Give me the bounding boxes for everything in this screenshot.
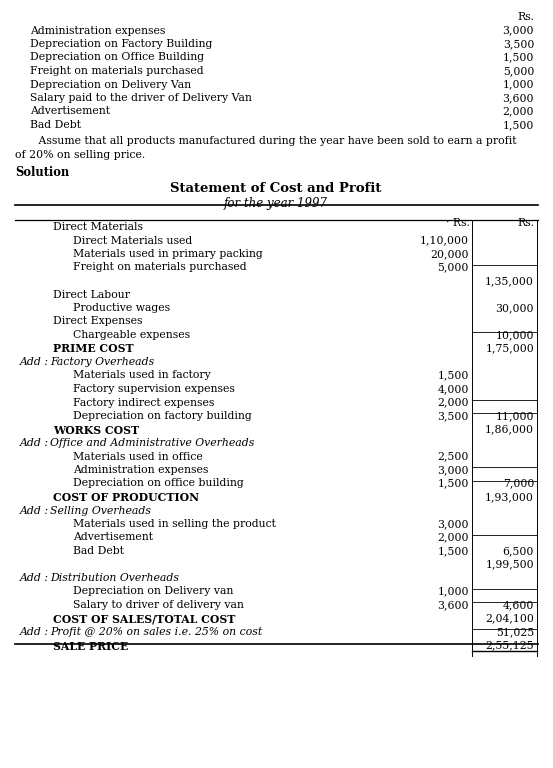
Text: 6,500: 6,500 (503, 546, 534, 556)
Text: 30,000: 30,000 (495, 303, 534, 313)
Text: Depreciation on Delivery van: Depreciation on Delivery van (73, 587, 233, 597)
Text: 1,000: 1,000 (503, 80, 534, 90)
Text: 5,000: 5,000 (437, 263, 469, 273)
Text: 4,600: 4,600 (503, 600, 534, 610)
Text: Depreciation on Office Building: Depreciation on Office Building (30, 52, 204, 62)
Text: Depreciation on factory building: Depreciation on factory building (73, 411, 252, 421)
Text: 51,025: 51,025 (495, 627, 534, 637)
Text: Depreciation on office building: Depreciation on office building (73, 478, 244, 488)
Text: Materials used in office: Materials used in office (73, 452, 203, 462)
Text: Materials used in selling the product: Materials used in selling the product (73, 519, 276, 529)
Text: Rs.: Rs. (517, 218, 534, 228)
Text: Assume that all products manufactured during the year have been sold to earn a p: Assume that all products manufactured du… (28, 137, 517, 147)
Text: 3,500: 3,500 (437, 411, 469, 421)
Text: 2,000: 2,000 (503, 107, 534, 117)
Text: Statement of Cost and Profit: Statement of Cost and Profit (170, 182, 382, 195)
Text: 1,500: 1,500 (437, 546, 469, 556)
Text: Selling Overheads: Selling Overheads (50, 505, 151, 515)
Text: Productive wages: Productive wages (73, 303, 170, 313)
Text: 1,99,500: 1,99,500 (486, 560, 534, 570)
Text: Freight on materials purchased: Freight on materials purchased (30, 66, 204, 76)
Text: 3,600: 3,600 (503, 93, 534, 103)
Text: Freight on materials purchased: Freight on materials purchased (73, 263, 247, 273)
Text: Materials used in primary packing: Materials used in primary packing (73, 249, 263, 259)
Text: 1,35,000: 1,35,000 (485, 276, 534, 286)
Text: 2,000: 2,000 (437, 532, 469, 542)
Text: Rs.: Rs. (517, 12, 534, 22)
Text: 3,600: 3,600 (437, 600, 469, 610)
Text: 3,500: 3,500 (503, 39, 534, 49)
Text: Direct Materials: Direct Materials (53, 222, 143, 232)
Text: for the year 1997: for the year 1997 (224, 197, 328, 210)
Text: 1,75,000: 1,75,000 (485, 343, 534, 353)
Text: 1,86,000: 1,86,000 (485, 425, 534, 435)
Text: Administration expenses: Administration expenses (73, 465, 208, 475)
Text: Bad Debt: Bad Debt (73, 546, 124, 556)
Text: 1,500: 1,500 (437, 370, 469, 380)
Text: 5,000: 5,000 (503, 66, 534, 76)
Text: Chargeable expenses: Chargeable expenses (73, 330, 190, 340)
Text: 1,93,000: 1,93,000 (485, 492, 534, 502)
Text: Administration expenses: Administration expenses (30, 25, 165, 35)
Text: Add :: Add : (20, 505, 49, 515)
Text: 1,500: 1,500 (503, 120, 534, 130)
Text: PRIME COST: PRIME COST (53, 343, 134, 355)
Text: 2,000: 2,000 (437, 398, 469, 408)
Text: of 20% on selling price.: of 20% on selling price. (15, 150, 145, 160)
Text: Advertisement: Advertisement (30, 107, 110, 117)
Text: 7,000: 7,000 (503, 478, 534, 488)
Text: Materials used in factory: Materials used in factory (73, 370, 211, 380)
Text: 1,500: 1,500 (437, 478, 469, 488)
Text: Office and Administrative Overheads: Office and Administrative Overheads (50, 438, 254, 448)
Text: 11,000: 11,000 (495, 411, 534, 421)
Text: Distribution Overheads: Distribution Overheads (50, 573, 179, 583)
Text: · Rs.: · Rs. (446, 218, 470, 228)
Text: Factory indirect expenses: Factory indirect expenses (73, 398, 215, 408)
Text: Direct Expenses: Direct Expenses (53, 316, 143, 326)
Text: 1,500: 1,500 (503, 52, 534, 62)
Text: 3,000: 3,000 (503, 25, 534, 35)
Text: Profit @ 20% on sales i.e. 25% on cost: Profit @ 20% on sales i.e. 25% on cost (50, 627, 262, 637)
Text: 20,000: 20,000 (430, 249, 469, 259)
Text: Advertisement: Advertisement (73, 532, 153, 542)
Text: 1,10,000: 1,10,000 (420, 236, 469, 246)
Text: COST OF PRODUCTION: COST OF PRODUCTION (53, 492, 199, 503)
Text: Depreciation on Delivery Van: Depreciation on Delivery Van (30, 80, 191, 90)
Text: 10,000: 10,000 (495, 330, 534, 340)
Text: Factory supervision expenses: Factory supervision expenses (73, 384, 235, 394)
Text: 2,500: 2,500 (437, 452, 469, 462)
Text: 2,04,100: 2,04,100 (485, 614, 534, 624)
Text: 1,000: 1,000 (437, 587, 469, 597)
Text: SALE PRICE: SALE PRICE (53, 641, 128, 651)
Text: WORKS COST: WORKS COST (53, 425, 139, 435)
Text: Direct Materials used: Direct Materials used (73, 236, 192, 246)
Text: COST OF SALES/TOTAL COST: COST OF SALES/TOTAL COST (53, 614, 236, 624)
Text: Direct Labour: Direct Labour (53, 290, 130, 300)
Text: Salary paid to the driver of Delivery Van: Salary paid to the driver of Delivery Va… (30, 93, 252, 103)
Text: Add :: Add : (20, 438, 49, 448)
Text: Solution: Solution (15, 165, 69, 178)
Text: Factory Overheads: Factory Overheads (50, 357, 154, 367)
Text: Depreciation on Factory Building: Depreciation on Factory Building (30, 39, 212, 49)
Text: Add :: Add : (20, 573, 49, 583)
Text: 2,55,125: 2,55,125 (486, 641, 534, 650)
Text: Add :: Add : (20, 357, 49, 367)
Text: Add :: Add : (20, 627, 49, 637)
Text: 3,000: 3,000 (437, 519, 469, 529)
Text: Bad Debt: Bad Debt (30, 120, 81, 130)
Text: Salary to driver of delivery van: Salary to driver of delivery van (73, 600, 244, 610)
Text: 4,000: 4,000 (437, 384, 469, 394)
Text: 3,000: 3,000 (437, 465, 469, 475)
